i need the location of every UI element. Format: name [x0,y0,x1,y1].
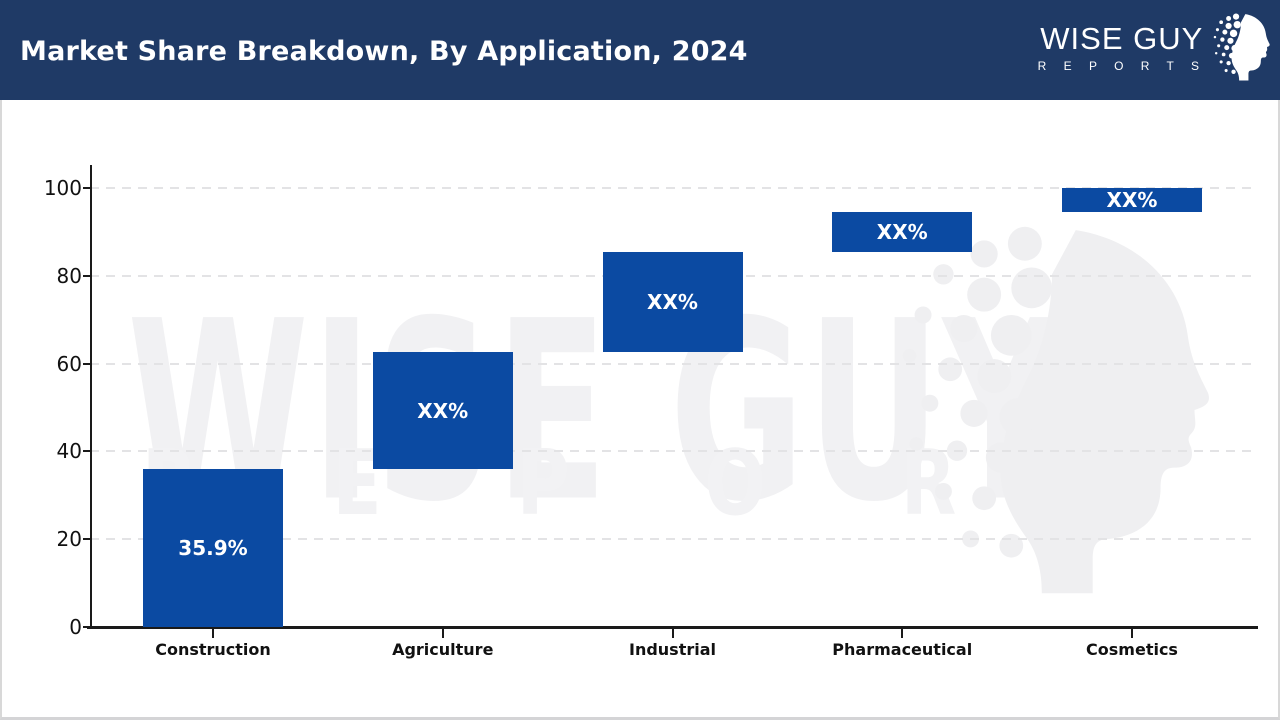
y-tick-mark [83,187,91,189]
y-tick-label: 80 [56,263,82,288]
x-category-label: Construction [155,640,271,659]
x-category-label: Agriculture [392,640,494,659]
logo-sub-text: R E P O R T S [1037,59,1206,73]
header-bar: Market Share Breakdown, By Application, … [0,0,1280,100]
bar-pharmaceutical: XX% [832,212,973,253]
y-tick-mark [83,362,91,365]
bar-industrial: XX% [602,252,743,352]
bar-value-label: XX% [647,289,698,314]
x-category-label: Cosmetics [1086,640,1178,659]
plot: 0 20 40 60 80 100 35.9% Construction XX% Agricult… [2,100,1278,717]
x-tick-mark [212,629,214,638]
bar-cosmetics: XX% [1062,188,1202,213]
logo-brand-text: WISE GUY [1040,21,1204,56]
y-tick-mark [83,450,91,453]
bar-value-label: XX% [876,220,928,245]
gridline [90,187,1258,189]
y-tick-label: 60 [56,351,82,376]
x-tick-mark [901,629,904,638]
x-category-label: Industrial [628,640,716,659]
x-category-label: Pharmaceutical [832,640,973,659]
y-axis-line [90,165,92,629]
y-tick-mark [83,274,91,277]
x-tick-mark [1131,629,1133,638]
bar-value-label: 35.9% [178,536,248,561]
y-tick-label: 20 [56,527,82,552]
wiseguy-logo: WISE GUY R E P O R T S [1038,6,1272,88]
x-axis-line [87,626,1258,629]
x-tick-mark [671,629,674,638]
bar-value-label: XX% [1106,188,1158,213]
chart-title: Market Share Breakdown, By Application, … [20,36,748,67]
wiseguy-face-icon [1213,13,1270,81]
y-tick-mark [83,538,91,541]
gridline [90,362,1258,365]
y-tick-label: 100 [43,176,82,200]
y-tick-label: 40 [56,439,82,464]
logo-text: WISE GUY R E P O R T S [1038,21,1206,73]
y-tick-label: 0 [69,615,82,639]
gridline [90,450,1258,453]
gridline [90,538,1258,541]
chart-area: WISE GUY R E P O R T S [0,100,1280,720]
bar-agriculture: XX% [372,351,513,470]
x-tick-mark [441,629,444,638]
bar-construction: 35.9% [143,469,283,627]
bar-value-label: XX% [417,398,469,423]
